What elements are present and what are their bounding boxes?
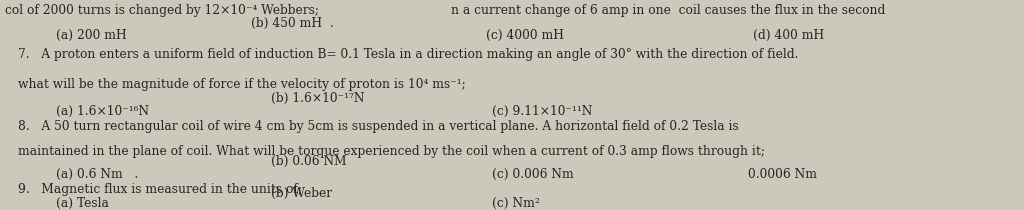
Text: (b) Weber: (b) Weber <box>271 187 333 200</box>
Text: 9.   Magnetic flux is measured in the units of;: 9. Magnetic flux is measured in the unit… <box>18 183 302 196</box>
Text: col of 2000 turns is changed by 12×10⁻⁴ Webbers;: col of 2000 turns is changed by 12×10⁻⁴ … <box>5 4 319 17</box>
Text: maintained in the plane of coil. What will be torque experienced by the coil whe: maintained in the plane of coil. What wi… <box>18 145 765 158</box>
Text: what will be the magnitude of force if the velocity of proton is 10⁴ ms⁻¹;: what will be the magnitude of force if t… <box>18 78 466 91</box>
Text: (b) 0.06 NM: (b) 0.06 NM <box>271 155 347 168</box>
Text: n a current change of 6 amp in one  coil causes the flux in the second: n a current change of 6 amp in one coil … <box>451 4 885 17</box>
Text: (c) 0.006 Nm: (c) 0.006 Nm <box>492 168 573 181</box>
Text: (a) 1.6×10⁻¹⁶N: (a) 1.6×10⁻¹⁶N <box>56 105 150 118</box>
Text: (a) 0.6 Nm   .: (a) 0.6 Nm . <box>56 168 138 181</box>
Text: (b) 450 mH  .: (b) 450 mH . <box>251 17 334 30</box>
Text: 7.   A proton enters a uniform field of induction B= 0.1 Tesla in a direction ma: 7. A proton enters a uniform field of in… <box>18 48 799 61</box>
Text: (c) Nm²: (c) Nm² <box>492 197 540 210</box>
Text: 0.0006 Nm: 0.0006 Nm <box>748 168 816 181</box>
Text: (a) 200 mH: (a) 200 mH <box>56 29 127 42</box>
Text: (a) Tesla: (a) Tesla <box>56 197 110 210</box>
Text: (c) 9.11×10⁻¹¹N: (c) 9.11×10⁻¹¹N <box>492 105 592 118</box>
Text: (b) 1.6×10⁻¹⁷N: (b) 1.6×10⁻¹⁷N <box>271 92 365 105</box>
Text: 8.   A 50 turn rectangular coil of wire 4 cm by 5cm is suspended in a vertical p: 8. A 50 turn rectangular coil of wire 4 … <box>18 120 739 133</box>
Text: (d) 400 mH: (d) 400 mH <box>753 29 824 42</box>
Text: (c) 4000 mH: (c) 4000 mH <box>486 29 564 42</box>
